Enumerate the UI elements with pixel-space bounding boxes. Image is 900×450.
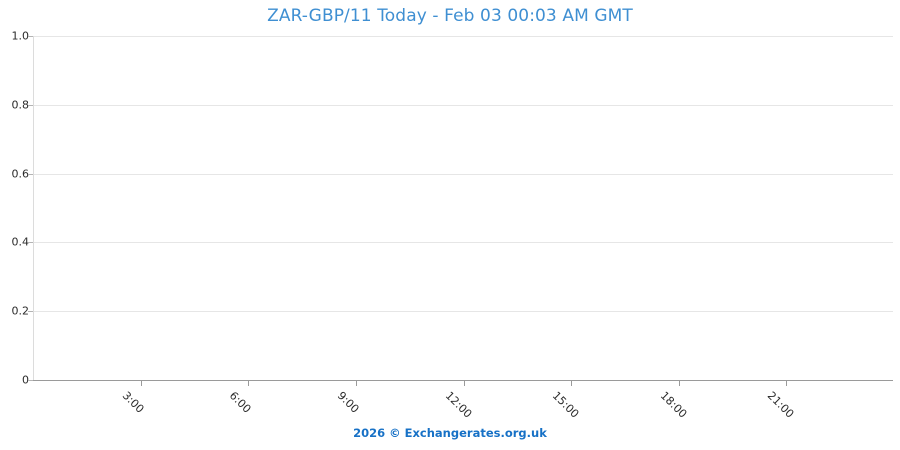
- chart-footer-credit: 2026 © Exchangerates.org.uk: [353, 426, 547, 440]
- chart-title: ZAR-GBP/11 Today - Feb 03 00:03 AM GMT: [267, 6, 633, 26]
- y-axis-tick-mark: [28, 36, 33, 37]
- y-axis-tick-label: 0.2: [11, 304, 30, 318]
- gridline: [33, 311, 893, 313]
- gridline: [33, 173, 893, 175]
- x-axis-tick-mark: [248, 381, 249, 386]
- y-axis-tick-label: 0: [22, 373, 29, 387]
- x-axis-tick-mark: [571, 381, 572, 386]
- x-axis-tick-mark: [141, 381, 142, 386]
- y-axis-tick-mark: [28, 242, 33, 244]
- x-axis-tick-mark: [464, 381, 465, 386]
- y-axis-tick-mark: [28, 311, 33, 313]
- x-axis-tick-mark: [679, 381, 680, 386]
- gridline: [33, 104, 893, 106]
- y-axis-tick-label: 0.6: [11, 167, 30, 181]
- x-axis-tick-label: 15:00: [549, 389, 582, 421]
- y-axis-tick-label: 0.4: [11, 235, 30, 249]
- x-axis-tick-label: 6:00: [226, 389, 254, 416]
- x-axis-tick-mark: [356, 381, 357, 386]
- x-axis-tick-label: 21:00: [764, 389, 797, 421]
- y-axis-tick-mark: [28, 104, 33, 106]
- y-axis-tick-label: 0.8: [11, 98, 30, 112]
- plot-area: [33, 36, 893, 380]
- y-axis-tick-mark: [28, 173, 33, 175]
- gridline: [33, 36, 893, 37]
- y-axis-tick-labels: 0 0.2 0.4 0.6 0.8 1.0: [0, 0, 30, 450]
- gridline: [33, 242, 893, 244]
- x-axis-tick-mark: [786, 381, 787, 386]
- y-axis-tick-label: 1.0: [11, 29, 30, 43]
- x-axis-spine: [33, 380, 893, 381]
- y-axis-tick-mark: [28, 380, 33, 381]
- x-axis-tick-label: 12:00: [442, 389, 475, 421]
- y-axis-spine: [33, 36, 34, 380]
- x-axis-tick-label: 3:00: [119, 389, 147, 416]
- x-axis-tick-label: 9:00: [334, 389, 362, 416]
- x-axis-tick-label: 18:00: [657, 389, 690, 421]
